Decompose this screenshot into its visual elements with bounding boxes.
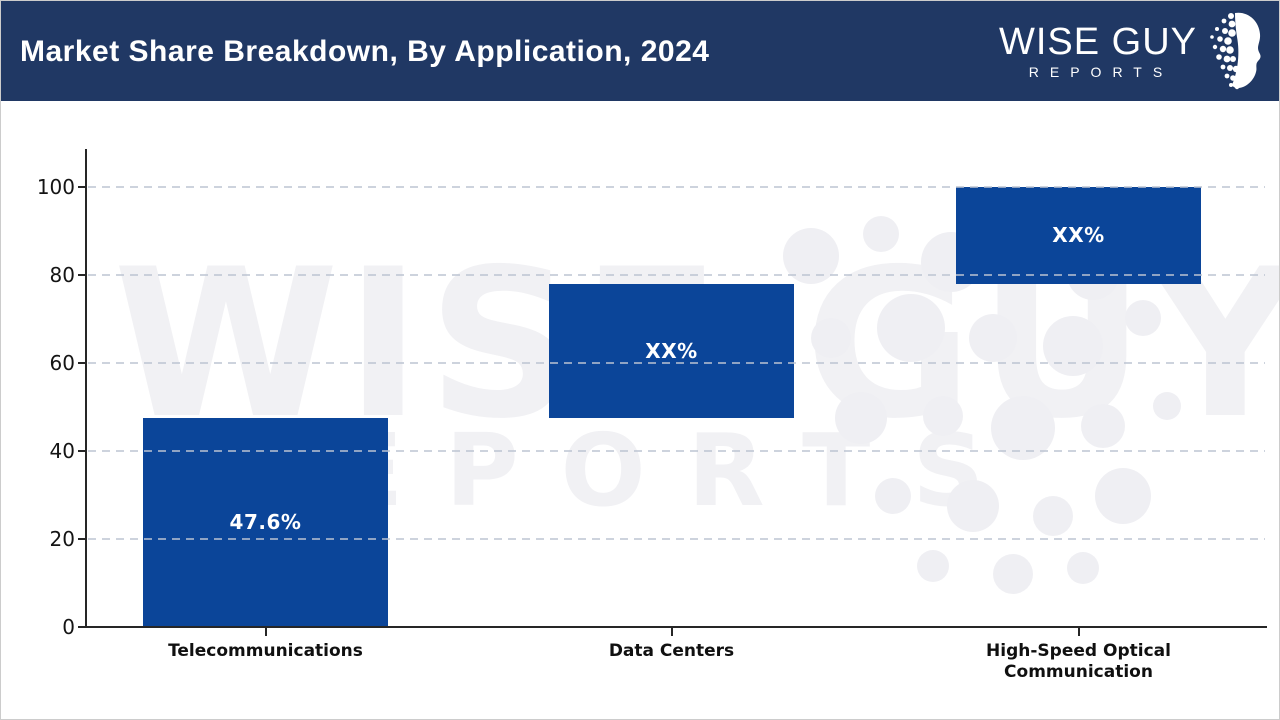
x-tick-mark-1 (264, 628, 267, 636)
logo-reports-label: REPORTS (1028, 63, 1174, 80)
y-tick-mark-40 (78, 450, 85, 452)
gridline-y-40 (88, 450, 1265, 452)
header-bar: Market Share Breakdown, By Application, … (1, 1, 1279, 101)
logo-text: WISE GUY REPORTS (999, 23, 1197, 80)
x-category-label: Data Centers (608, 641, 735, 661)
bar-data-centers: XX% (549, 283, 794, 418)
gridline-y-100 (88, 186, 1265, 188)
y-tick-label-0: 0 (62, 615, 75, 639)
y-tick-label-60: 60 (49, 351, 75, 375)
bar-telecommunications: 47.6% (143, 417, 388, 627)
x-category-label: High-Speed Optical Communication (986, 641, 1171, 683)
x-tick-mark-2 (670, 628, 673, 636)
y-tick-mark-80 (78, 274, 85, 276)
bar-high-speed-optical-communication: XX% (956, 187, 1201, 284)
bar-value-label: 47.6% (229, 510, 302, 535)
logo-brand-name: WISE GUY (998, 20, 1197, 63)
y-tick-label-40: 40 (49, 439, 75, 463)
y-tick-mark-0 (78, 626, 85, 628)
y-tick-mark-60 (78, 362, 85, 364)
gridline-y-20 (88, 538, 1265, 540)
y-tick-mark-100 (78, 186, 85, 188)
y-tick-mark-20 (78, 538, 85, 540)
x-axis-line (85, 626, 1267, 628)
wiseguy-face-icon (1210, 12, 1261, 90)
bar-value-label: XX% (645, 338, 698, 363)
y-axis-line (85, 149, 87, 628)
x-category-label: Telecommunications (168, 641, 363, 661)
bar-value-label: XX% (1052, 223, 1105, 248)
y-tick-label-100: 100 (36, 175, 75, 199)
y-tick-label-80: 80 (49, 263, 75, 287)
gridline-y-80 (88, 274, 1265, 276)
page-title: Market Share Breakdown, By Application, … (20, 35, 710, 68)
wiseguy-logo: WISE GUY REPORTS (999, 9, 1263, 93)
y-tick-label-20: 20 (49, 527, 75, 551)
gridline-y-60 (88, 362, 1265, 364)
x-tick-mark-3 (1077, 628, 1080, 636)
